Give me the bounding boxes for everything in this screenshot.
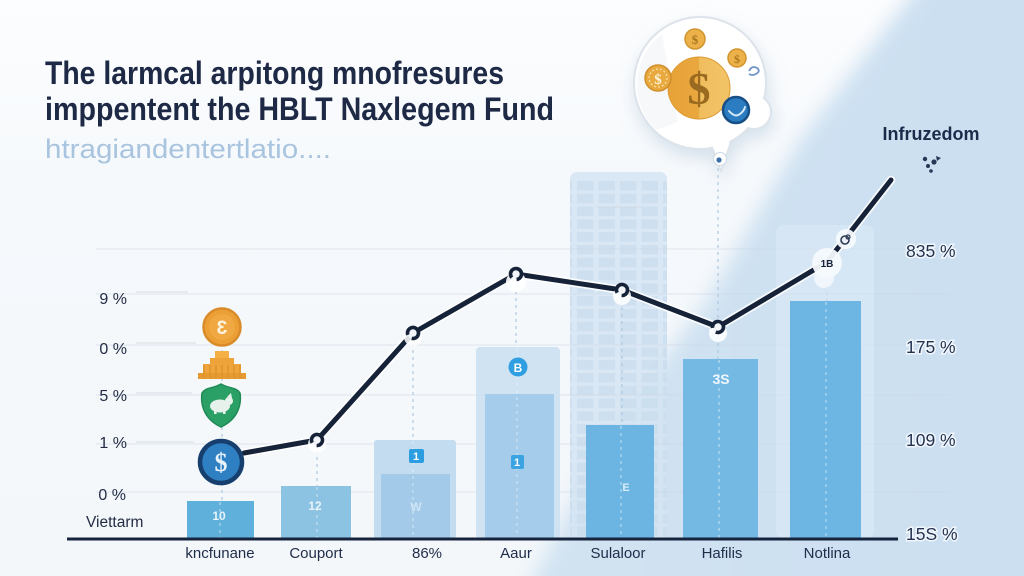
svg-text:15S %: 15S %: [906, 524, 958, 544]
svg-text:86%: 86%: [412, 545, 442, 562]
svg-text:B: B: [514, 361, 523, 375]
svg-text:E: E: [622, 482, 629, 494]
svg-text:835 %: 835 %: [906, 241, 956, 261]
svg-text:175 %: 175 %: [906, 337, 956, 357]
svg-text:Hafilis: Hafilis: [702, 545, 743, 562]
svg-text:1 %: 1 %: [99, 435, 127, 452]
svg-text:0 %: 0 %: [98, 487, 126, 504]
svg-text:Aaur: Aaur: [500, 545, 532, 562]
svg-text:5 %: 5 %: [99, 388, 127, 405]
svg-text:1B: 1B: [821, 259, 834, 270]
svg-text:Viettarm: Viettarm: [86, 514, 143, 531]
svg-text:The larmcal arpitong mnofresur: The larmcal arpitong mnofresures: [45, 55, 504, 91]
svg-text:9 %: 9 %: [99, 291, 127, 308]
svg-text:$: $: [215, 448, 228, 477]
svg-text:10: 10: [212, 509, 226, 523]
svg-text:Sulaloor: Sulaloor: [590, 545, 645, 562]
svg-text:$: $: [688, 63, 711, 114]
svg-text:109 %: 109 %: [906, 430, 956, 450]
svg-text:Couport: Couport: [289, 545, 343, 562]
svg-text:3: 3: [217, 318, 228, 339]
svg-text:kncfunane: kncfunane: [185, 545, 254, 562]
svg-text:$: $: [734, 52, 740, 66]
svg-text:1: 1: [514, 457, 520, 469]
svg-text:$: $: [692, 32, 699, 47]
svg-text:1: 1: [413, 451, 419, 463]
svg-text:12: 12: [308, 499, 322, 513]
svg-text:Infruzedom: Infruzedom: [883, 124, 980, 144]
svg-text:3S: 3S: [712, 371, 729, 387]
svg-text:htragiandentertlatio....: htragiandentertlatio....: [45, 134, 331, 164]
svg-text:0 %: 0 %: [99, 341, 127, 358]
svg-text:Notlina: Notlina: [804, 545, 851, 562]
svg-text:imppentent the HBLT Naxlegem F: imppentent the HBLT Naxlegem Fund: [45, 91, 554, 127]
svg-text:W: W: [410, 500, 422, 514]
svg-text:$: $: [654, 72, 662, 88]
